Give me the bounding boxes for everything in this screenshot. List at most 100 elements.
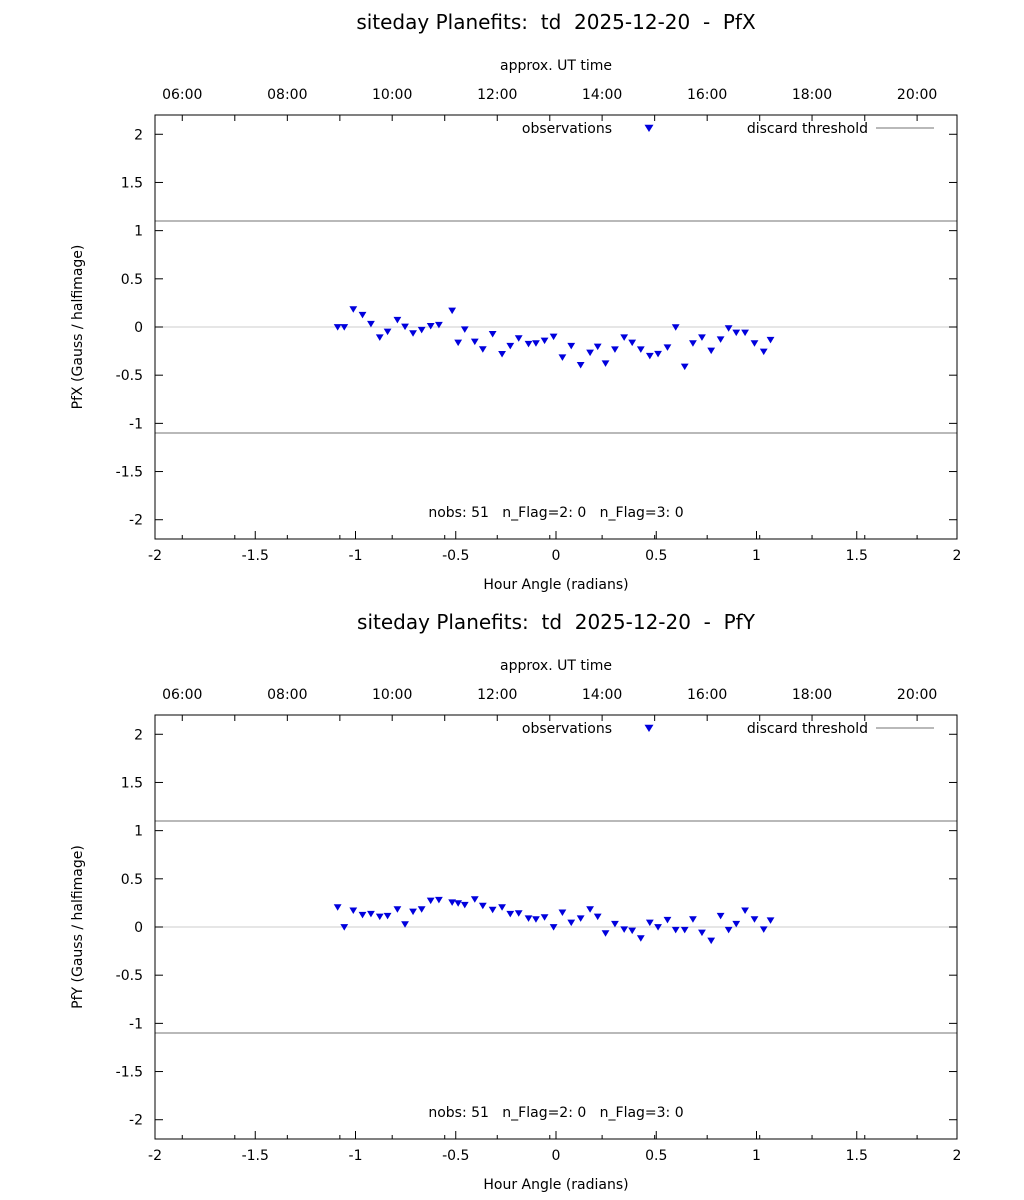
data-point (601, 930, 610, 937)
data-point (732, 329, 741, 337)
data-point (680, 926, 689, 934)
data-point (426, 322, 435, 330)
data-point (732, 920, 741, 928)
x-tick-label: 0 (552, 548, 561, 564)
data-point (766, 336, 775, 344)
data-point (698, 334, 706, 341)
data-point (514, 335, 523, 342)
observations-points (333, 306, 775, 371)
data-point (759, 348, 768, 356)
data-point (558, 909, 567, 916)
data-point (540, 914, 549, 921)
observations-points (333, 896, 775, 945)
y-tick-label: 2 (134, 727, 143, 743)
data-point (514, 910, 523, 917)
data-point (620, 334, 629, 341)
top-axis-label: approx. UT time (500, 58, 612, 74)
y-tick-label: 1 (134, 224, 143, 240)
x-tick-label: -1 (349, 548, 363, 564)
time-tick-label: 18:00 (792, 687, 832, 703)
data-point (435, 321, 443, 329)
x-tick-label: -2 (148, 548, 162, 564)
data-point (498, 350, 506, 358)
time-tick-label: 20:00 (897, 687, 937, 703)
y-tick-label: 2 (134, 127, 143, 143)
y-tick-label: 1 (134, 824, 143, 840)
data-point (567, 342, 576, 350)
data-point (654, 350, 662, 358)
chart-title: siteday Planefits: td 2025-12-20 - PfX (356, 10, 756, 34)
x-tick-label: 1 (752, 1148, 761, 1164)
data-point (340, 924, 349, 931)
time-tick-label: 10:00 (372, 687, 412, 703)
data-point (636, 935, 645, 942)
data-point (358, 911, 367, 919)
data-point (611, 920, 619, 928)
y-tick-label: 0 (134, 920, 143, 936)
time-tick-label: 20:00 (897, 87, 937, 103)
y-axis-label: PfX (Gauss / halfimage) (70, 245, 86, 410)
y-tick-label: -1 (129, 416, 143, 432)
data-point (417, 326, 426, 334)
data-point (488, 906, 497, 914)
x-tick-label: 2 (953, 1148, 962, 1164)
data-point (498, 904, 506, 911)
data-point (750, 340, 759, 347)
data-point (375, 334, 384, 341)
data-point (454, 339, 463, 347)
data-point (645, 919, 654, 927)
data-point (549, 924, 558, 931)
data-point (766, 917, 775, 924)
time-tick-label: 06:00 (162, 687, 202, 703)
time-tick-label: 16:00 (687, 87, 727, 103)
x-tick-label: 0.5 (645, 548, 667, 564)
stats-note: nobs: 51 n_Flag=2: 0 n_Flag=3: 0 (428, 505, 683, 521)
data-point (506, 910, 515, 918)
data-point (576, 361, 585, 369)
data-point (383, 912, 392, 920)
data-point (524, 340, 533, 348)
data-point (741, 329, 749, 337)
data-point (524, 915, 533, 922)
data-point (698, 929, 706, 937)
y-tick-label: -0.5 (116, 968, 143, 984)
data-point (636, 346, 645, 353)
legend-observations-marker-icon (644, 724, 654, 732)
chart-pfx: siteday Planefits: td 2025-12-20 - PfX a… (70, 10, 961, 593)
data-point (593, 913, 602, 921)
data-point (540, 337, 549, 345)
data-point (671, 324, 680, 331)
data-point (716, 336, 725, 343)
data-point (586, 349, 594, 357)
x-tick-label: 1.5 (846, 1148, 868, 1164)
data-point (689, 916, 697, 923)
legend: observations discard threshold (522, 721, 934, 737)
data-point (488, 330, 497, 338)
data-point (401, 323, 409, 331)
time-tick-label: 12:00 (477, 687, 517, 703)
y-tick-label: 1.5 (121, 175, 143, 191)
y-tick-label: 0 (134, 320, 143, 336)
legend-threshold-label: discard threshold (747, 121, 868, 137)
data-point (333, 324, 342, 331)
data-point (611, 346, 619, 353)
data-point (558, 354, 567, 361)
y-axis-label: PfY (Gauss / halfimage) (70, 845, 86, 1009)
data-point (401, 921, 409, 928)
data-point (478, 902, 487, 910)
data-point (470, 896, 479, 903)
legend-observations-marker-icon (644, 124, 654, 132)
data-point (620, 926, 629, 933)
chart-title: siteday Planefits: td 2025-12-20 - PfY (357, 610, 756, 634)
data-point (448, 899, 457, 906)
x-tick-label: -0.5 (442, 1148, 469, 1164)
y-tick-label: 0.5 (121, 872, 143, 888)
data-point (426, 897, 435, 905)
time-tick-label: 08:00 (267, 687, 307, 703)
data-point (460, 326, 469, 333)
data-point (654, 924, 662, 931)
x-tick-label: 0 (552, 1148, 561, 1164)
pfx-plot-svg: siteday Planefits: td 2025-12-20 - PfX a… (70, 10, 961, 593)
data-point (724, 926, 733, 934)
